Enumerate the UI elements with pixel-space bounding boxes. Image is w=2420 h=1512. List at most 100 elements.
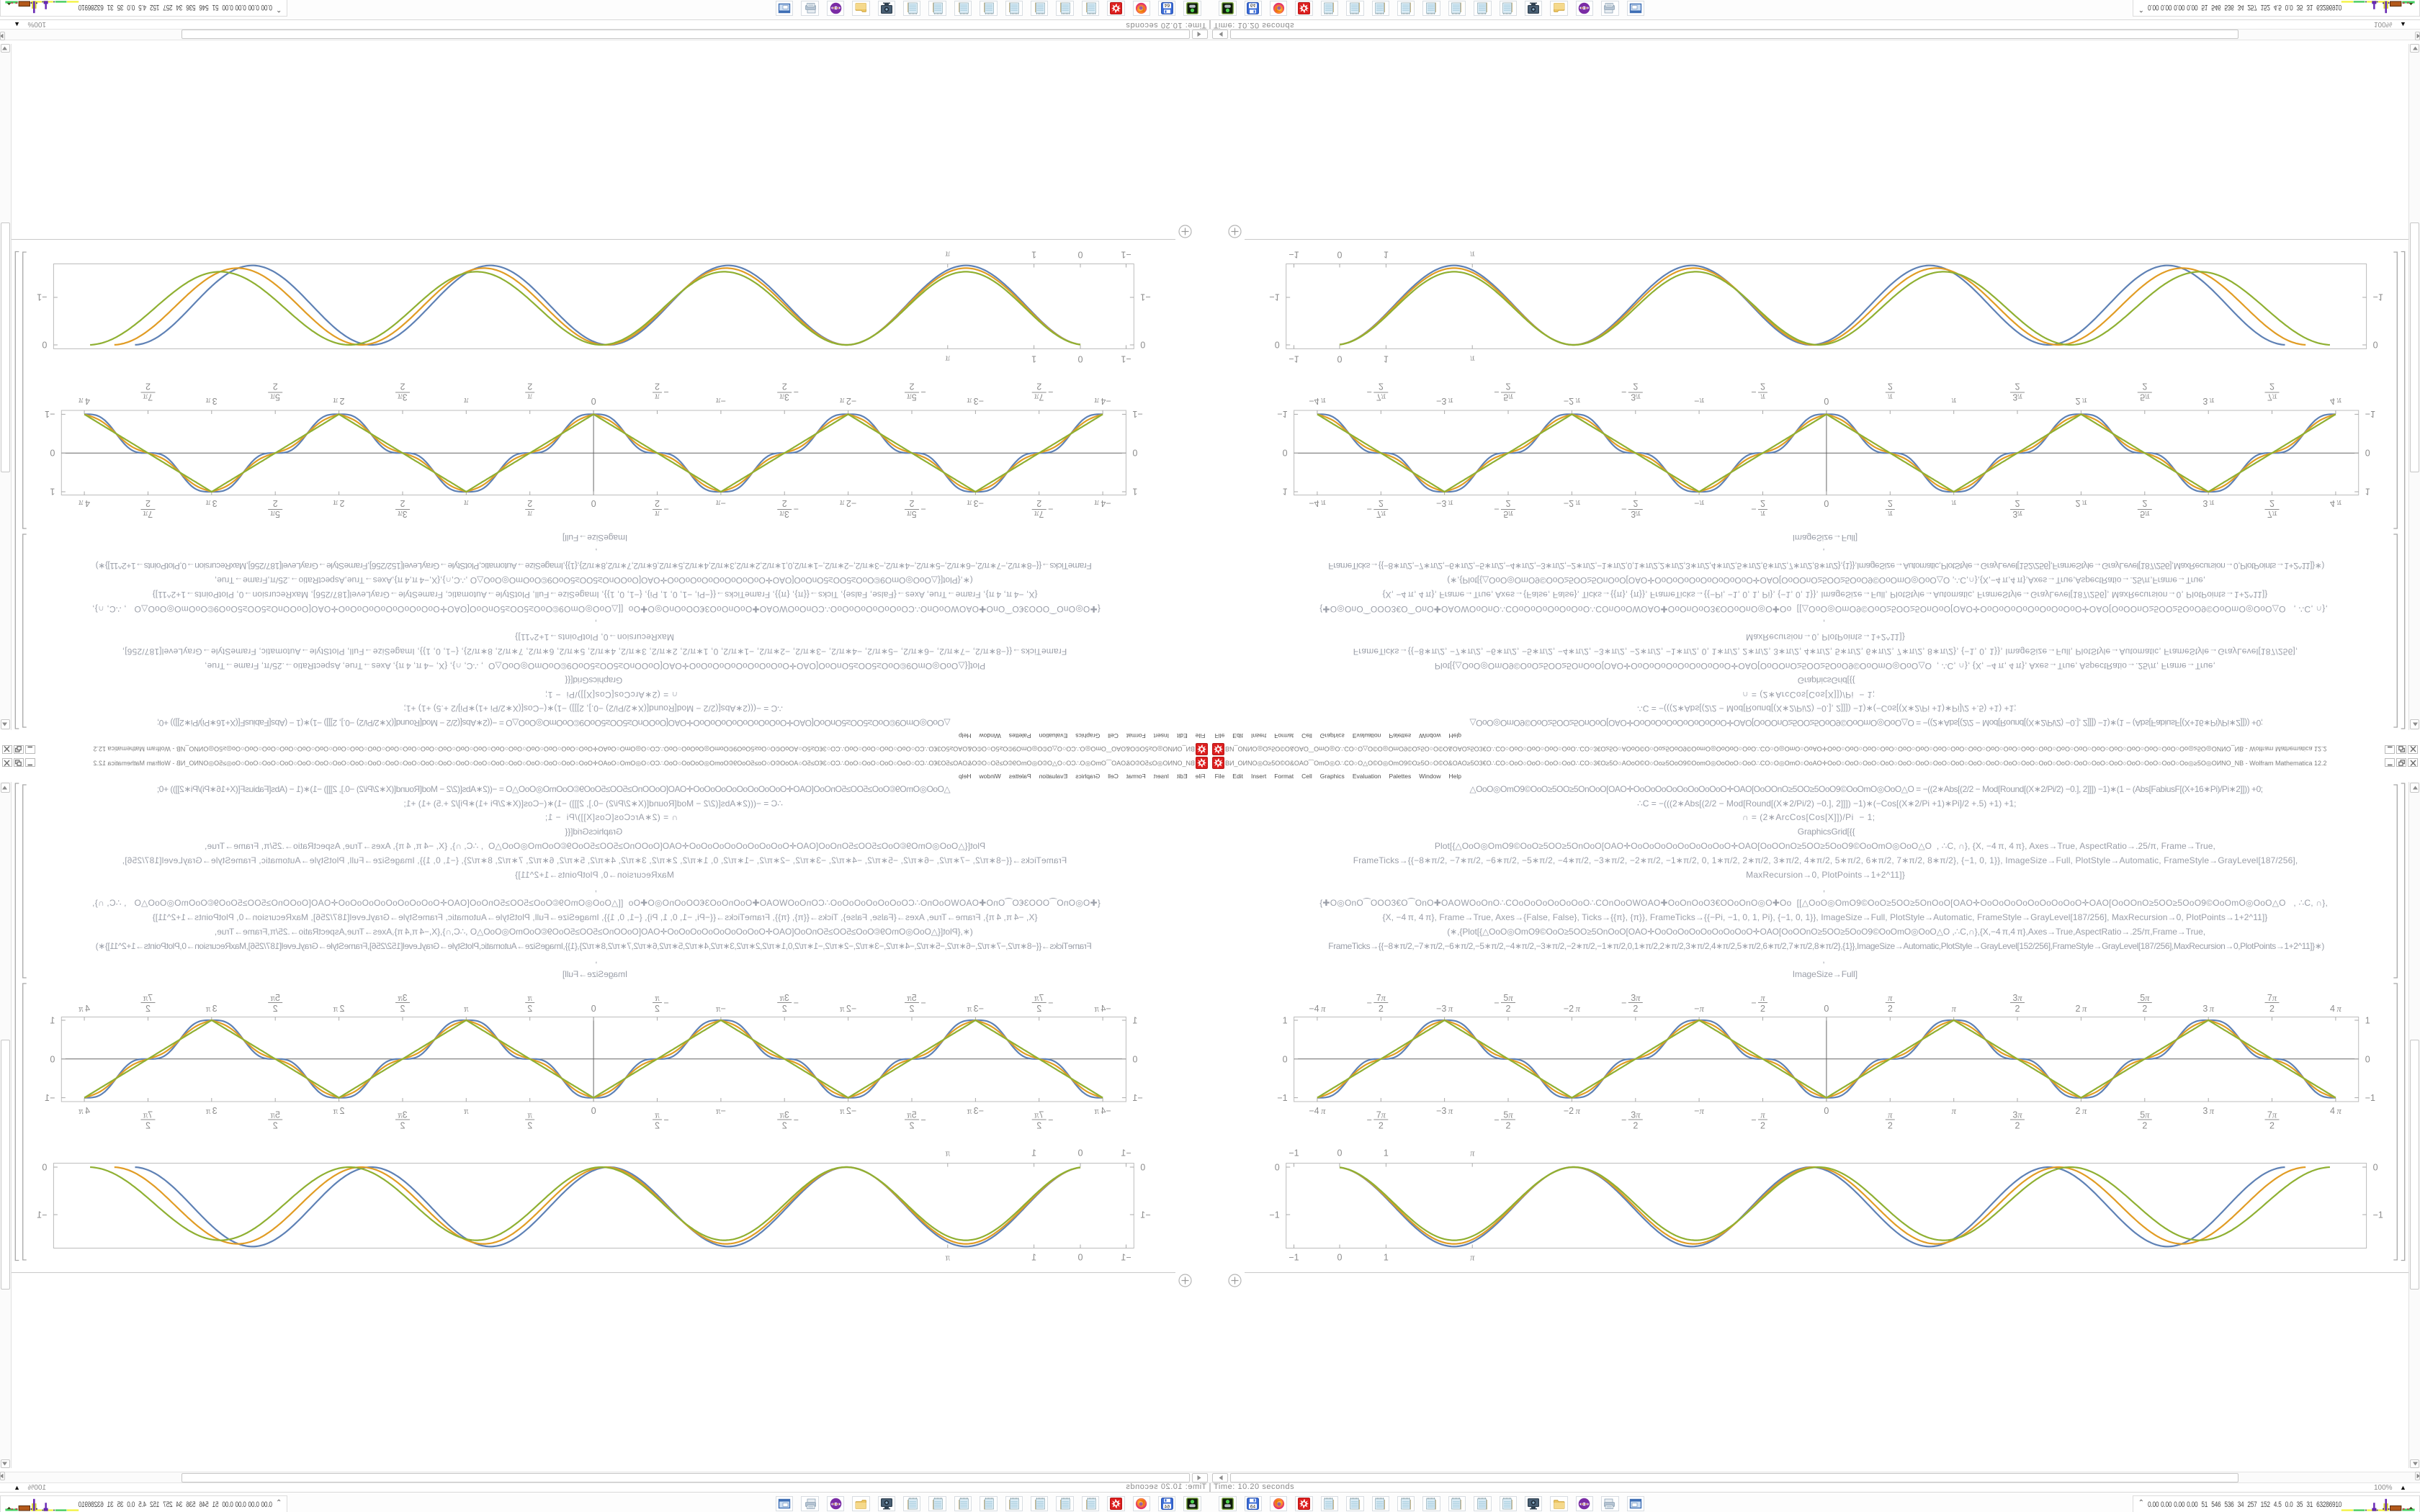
svg-text:2: 2 [2269, 382, 2275, 392]
svg-text:1: 1 [1031, 250, 1036, 260]
svg-text:−4 π: −4 π [1309, 1106, 1326, 1116]
svg-text:−3 π: −3 π [967, 1106, 984, 1116]
svg-text:−1: −1 [2365, 1093, 2375, 1103]
svg-text:7π: 7π [1376, 993, 1386, 1003]
svg-text:0: 0 [1077, 1148, 1083, 1158]
svg-text:−1: −1 [2365, 409, 2375, 419]
svg-text:−: − [1494, 1115, 1499, 1125]
svg-text:7π: 7π [2267, 993, 2277, 1003]
svg-text:−1: −1 [37, 1210, 47, 1220]
svg-text:−: − [1367, 1115, 1372, 1125]
svg-text:2 π: 2 π [2076, 498, 2087, 508]
svg-text:2 π: 2 π [333, 396, 344, 406]
svg-text:−1: −1 [1277, 409, 1287, 419]
svg-text:−: − [663, 387, 668, 397]
svg-text:3π: 3π [398, 392, 408, 402]
svg-text:5π: 5π [907, 392, 917, 402]
svg-text:2: 2 [1506, 1004, 1511, 1014]
svg-text:7π: 7π [1034, 392, 1044, 402]
svg-text:1: 1 [1132, 487, 1137, 497]
svg-text:−: − [1367, 387, 1372, 397]
svg-text:5π: 5π [907, 1110, 917, 1120]
svg-text:0: 0 [1140, 340, 1145, 350]
svg-text:2: 2 [1506, 382, 1511, 392]
svg-text:2: 2 [400, 1004, 405, 1014]
svg-text:2: 2 [145, 1121, 151, 1131]
svg-text:0: 0 [50, 1054, 55, 1064]
svg-text:3 π: 3 π [2202, 1106, 2214, 1116]
svg-text:3π: 3π [2012, 509, 2022, 519]
svg-text:−2 π: −2 π [839, 1106, 856, 1116]
svg-text:π: π [1760, 392, 1765, 402]
svg-text:−2 π: −2 π [839, 498, 856, 508]
svg-text:3π: 3π [779, 392, 789, 402]
svg-text:0: 0 [591, 1004, 596, 1014]
svg-text:2: 2 [1506, 1121, 1511, 1131]
svg-text:7π: 7π [2267, 509, 2277, 519]
svg-text:2: 2 [2142, 1004, 2147, 1014]
svg-text:2: 2 [1633, 498, 1638, 508]
svg-text:2: 2 [1888, 1004, 1893, 1014]
svg-text:3π: 3π [779, 1110, 789, 1120]
svg-text:4 π: 4 π [2330, 1004, 2341, 1014]
svg-text:5π: 5π [270, 1110, 280, 1120]
svg-text:0: 0 [1132, 1054, 1137, 1064]
svg-text:π: π [1888, 509, 1893, 519]
svg-text:π: π [1470, 354, 1475, 364]
svg-text:−2 π: −2 π [1564, 498, 1581, 508]
svg-text:2: 2 [1036, 1121, 1041, 1131]
svg-text:−1: −1 [2373, 292, 2383, 302]
svg-text:−3 π: −3 π [967, 498, 984, 508]
svg-text:3π: 3π [2012, 993, 2022, 1003]
svg-text:−: − [1494, 387, 1499, 397]
svg-text:2: 2 [1379, 1121, 1384, 1131]
svg-text:2: 2 [1036, 1004, 1041, 1014]
svg-text:2: 2 [1888, 1121, 1893, 1131]
svg-text:1: 1 [1384, 250, 1389, 260]
svg-text:2: 2 [655, 1121, 660, 1131]
svg-text:−2 π: −2 π [1564, 1106, 1581, 1116]
svg-text:7π: 7π [1034, 1110, 1044, 1120]
svg-text:π: π [1760, 509, 1765, 519]
svg-text:−3 π: −3 π [1436, 1106, 1453, 1116]
svg-text:π: π [945, 1253, 950, 1263]
svg-text:64: 64 [1164, 1504, 1170, 1509]
svg-text:3π: 3π [1631, 509, 1641, 519]
svg-text:−1: −1 [1269, 292, 1279, 302]
svg-text:7π: 7π [143, 1110, 153, 1120]
svg-text:0: 0 [1337, 250, 1343, 260]
svg-text:0: 0 [1275, 340, 1280, 350]
svg-text:0: 0 [591, 498, 596, 508]
svg-text:π: π [527, 1110, 532, 1120]
svg-text:π: π [655, 509, 660, 519]
svg-text:π: π [463, 1004, 468, 1014]
svg-text:−4 π: −4 π [1309, 396, 1326, 406]
svg-text:1: 1 [1384, 1148, 1389, 1158]
svg-text:2: 2 [2015, 382, 2020, 392]
svg-text:3 π: 3 π [205, 396, 217, 406]
svg-text:0: 0 [591, 396, 596, 406]
svg-text:2: 2 [273, 382, 278, 392]
svg-text:0: 0 [2365, 448, 2370, 458]
svg-text:2: 2 [655, 498, 660, 508]
svg-text:−: − [1367, 998, 1372, 1008]
svg-text:1: 1 [1283, 1016, 1288, 1026]
svg-text:0: 0 [1283, 448, 1288, 458]
svg-text:2: 2 [782, 382, 787, 392]
svg-text:π: π [1952, 1106, 1957, 1116]
svg-text:π: π [1760, 993, 1765, 1003]
svg-text:64: 64 [1250, 1504, 1256, 1509]
svg-text:−: − [1048, 1115, 1053, 1125]
svg-text:3π: 3π [2012, 392, 2022, 402]
svg-text:2: 2 [1506, 498, 1511, 508]
svg-text:π: π [945, 354, 950, 364]
svg-text:2 π: 2 π [2076, 396, 2087, 406]
svg-text:2: 2 [2142, 1121, 2147, 1131]
svg-text:2: 2 [1379, 382, 1384, 392]
svg-text:1: 1 [1031, 1148, 1036, 1158]
svg-text:2: 2 [400, 382, 405, 392]
svg-text:2: 2 [2269, 1121, 2275, 1131]
svg-text:−: − [1621, 998, 1626, 1008]
svg-text:2: 2 [1633, 1121, 1638, 1131]
svg-text:−π: −π [1694, 1004, 1704, 1014]
